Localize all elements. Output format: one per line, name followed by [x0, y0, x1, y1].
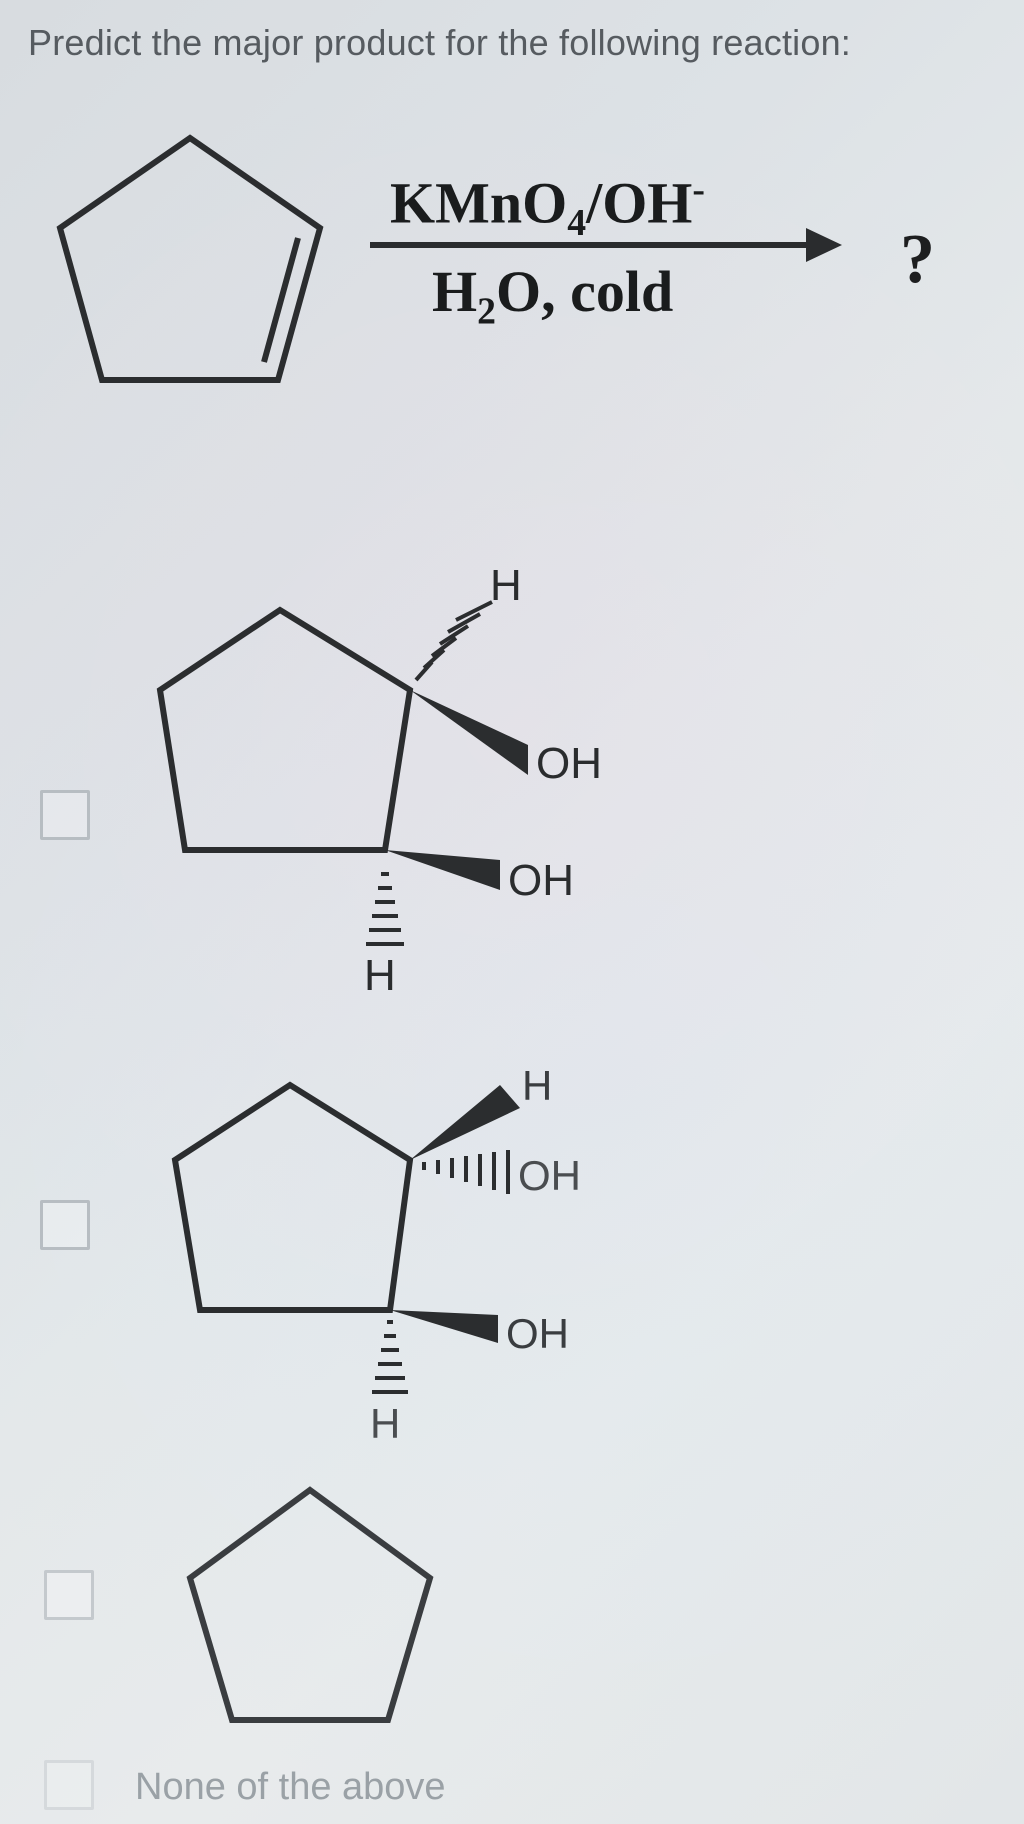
cyclopentene-structure	[20, 110, 360, 410]
question-text: Predict the major product for the follow…	[28, 22, 851, 64]
option-c-structure	[160, 1470, 480, 1750]
label-oh: OH	[518, 1152, 581, 1199]
label-h: H	[522, 1062, 552, 1109]
label-oh: OH	[536, 739, 602, 788]
label-oh: OH	[508, 856, 574, 905]
reaction-scheme: KMnO4/OH- H2O, cold ?	[20, 110, 980, 400]
product-question-mark: ?	[900, 220, 935, 300]
option-c-checkbox[interactable]	[44, 1570, 94, 1620]
reagent-top: KMnO4/OH-	[390, 168, 705, 245]
option-b-checkbox[interactable]	[40, 1200, 90, 1250]
option-a-checkbox[interactable]	[40, 790, 90, 840]
reagent-bottom: H2O, cold	[432, 258, 673, 334]
option-d-checkbox[interactable]	[44, 1760, 94, 1810]
option-a-structure: H OH OH H	[130, 530, 650, 1030]
option-d-label: None of the above	[135, 1766, 446, 1809]
label-h: H	[364, 951, 396, 1000]
label-h: H	[370, 1400, 400, 1447]
option-b-structure: H OH OH H	[150, 1030, 670, 1470]
label-h: H	[490, 561, 522, 610]
label-oh: OH	[506, 1310, 569, 1357]
